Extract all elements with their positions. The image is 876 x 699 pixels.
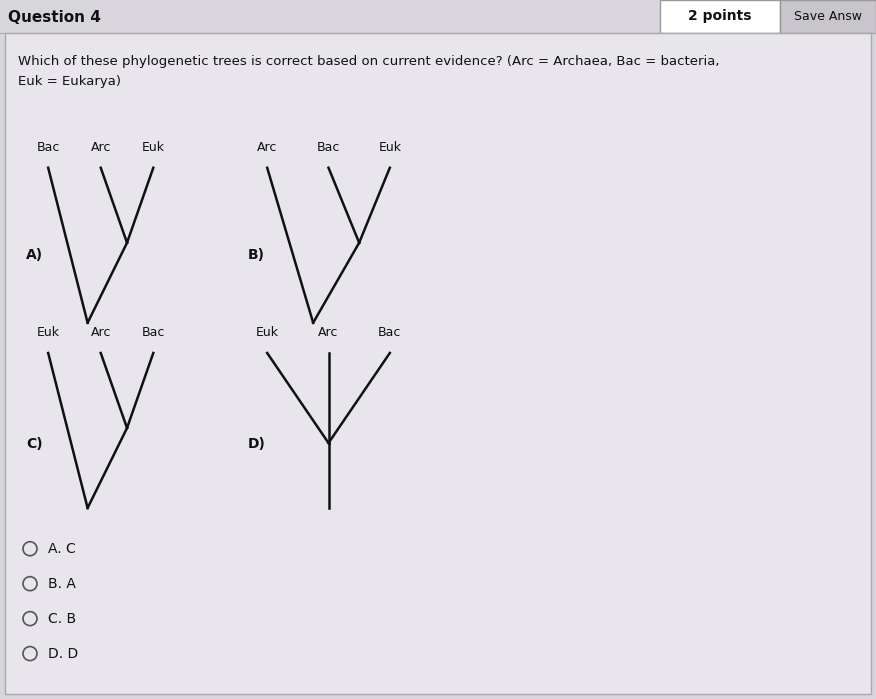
FancyBboxPatch shape	[660, 0, 780, 33]
Text: Arc: Arc	[90, 326, 111, 339]
FancyBboxPatch shape	[780, 0, 876, 33]
Text: Euk: Euk	[142, 140, 165, 154]
Text: A): A)	[26, 248, 44, 262]
Text: Bac: Bac	[317, 140, 340, 154]
Text: Bac: Bac	[142, 326, 165, 339]
Text: D. D: D. D	[48, 647, 78, 661]
Text: Which of these phylogenetic trees is correct based on current evidence? (Arc = A: Which of these phylogenetic trees is cor…	[18, 55, 719, 68]
Text: Euk: Euk	[256, 326, 279, 339]
Text: 2 points: 2 points	[689, 9, 752, 23]
Text: Euk = Eukarya): Euk = Eukarya)	[18, 75, 121, 88]
Text: Arc: Arc	[257, 140, 278, 154]
Text: A. C: A. C	[48, 542, 75, 556]
Text: Save Answ: Save Answ	[794, 10, 862, 22]
Text: B): B)	[248, 248, 265, 262]
Text: Euk: Euk	[37, 326, 60, 339]
Text: Bac: Bac	[378, 326, 401, 339]
Text: C): C)	[26, 437, 43, 451]
Text: C. B: C. B	[48, 612, 76, 626]
Text: D): D)	[248, 437, 265, 451]
Text: Bac: Bac	[37, 140, 60, 154]
Text: Arc: Arc	[90, 140, 111, 154]
Text: Question 4: Question 4	[8, 10, 101, 25]
Text: Arc: Arc	[318, 326, 339, 339]
Text: Euk: Euk	[378, 140, 401, 154]
Text: B. A: B. A	[48, 577, 76, 591]
FancyBboxPatch shape	[5, 33, 871, 694]
